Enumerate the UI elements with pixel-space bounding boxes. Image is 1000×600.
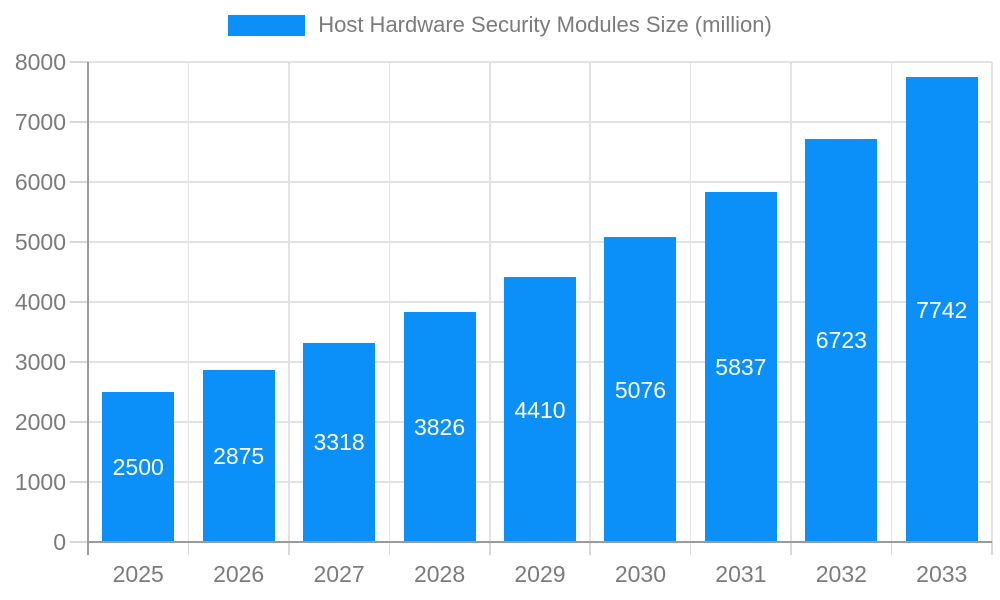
x-tick-label: 2031 bbox=[715, 561, 767, 587]
y-tick-label: 4000 bbox=[14, 289, 66, 315]
v-gridline bbox=[991, 62, 993, 542]
y-tick-label: 6000 bbox=[14, 169, 66, 195]
x-axis-tick bbox=[388, 542, 391, 555]
bar bbox=[303, 342, 376, 542]
x-axis-tick bbox=[890, 542, 893, 555]
y-tick-label: 3000 bbox=[14, 349, 66, 375]
h-gridline bbox=[88, 61, 992, 63]
bar-value-label: 4410 bbox=[514, 396, 566, 423]
y-tick-label: 8000 bbox=[14, 49, 66, 75]
x-tick-label: 2030 bbox=[614, 561, 667, 587]
h-gridline bbox=[88, 241, 992, 243]
h-gridline bbox=[88, 181, 992, 183]
bar bbox=[102, 392, 175, 542]
legend-label: Host Hardware Security Modules Size (mil… bbox=[318, 12, 772, 37]
bar-value-label: 2875 bbox=[213, 442, 265, 469]
x-axis-tick bbox=[790, 542, 792, 555]
bar bbox=[805, 138, 878, 542]
x-tick-label: 2033 bbox=[916, 561, 968, 587]
bar bbox=[704, 191, 777, 542]
bar-value-label: 7742 bbox=[916, 296, 968, 323]
y-axis-tick bbox=[70, 121, 88, 123]
x-axis-tick bbox=[187, 542, 190, 555]
h-gridline bbox=[88, 121, 992, 123]
v-gridline bbox=[388, 62, 391, 542]
v-gridline bbox=[689, 62, 692, 542]
x-axis-tick bbox=[589, 542, 591, 555]
legend: Host Hardware Security Modules Size (mil… bbox=[0, 12, 1000, 38]
y-axis-tick bbox=[70, 241, 88, 243]
x-axis-tick bbox=[288, 542, 290, 555]
x-tick-label: 2026 bbox=[213, 561, 265, 587]
y-tick-label: 0 bbox=[53, 529, 66, 555]
bar bbox=[202, 369, 275, 542]
y-axis-tick bbox=[70, 61, 88, 63]
y-tick-label: 7000 bbox=[14, 109, 66, 135]
x-tick-label: 2032 bbox=[815, 561, 867, 587]
bar-value-label: 5076 bbox=[614, 376, 667, 403]
y-axis-tick bbox=[70, 421, 88, 423]
legend-swatch-icon bbox=[228, 14, 306, 36]
v-gridline bbox=[489, 62, 491, 542]
bar-value-label: 3318 bbox=[313, 429, 365, 456]
y-axis-line bbox=[87, 62, 89, 555]
v-gridline bbox=[890, 62, 893, 542]
v-gridline bbox=[589, 62, 591, 542]
x-axis-tick bbox=[689, 542, 692, 555]
x-tick-label: 2029 bbox=[514, 561, 566, 587]
legend-item[interactable]: Host Hardware Security Modules Size (mil… bbox=[228, 12, 772, 38]
bar bbox=[905, 77, 978, 542]
bar bbox=[403, 312, 476, 542]
y-axis-tick bbox=[70, 361, 88, 363]
bar bbox=[604, 237, 677, 542]
x-axis-line bbox=[88, 541, 992, 543]
x-tick-label: 2028 bbox=[413, 561, 466, 587]
bar bbox=[504, 277, 576, 542]
v-gridline bbox=[187, 62, 190, 542]
y-tick-label: 5000 bbox=[14, 229, 66, 255]
y-axis-tick bbox=[70, 481, 88, 483]
bar-value-label: 2500 bbox=[112, 454, 164, 480]
v-gridline bbox=[790, 62, 792, 542]
y-axis-tick bbox=[70, 301, 88, 303]
bar-value-label: 5837 bbox=[715, 353, 767, 380]
x-axis-tick bbox=[489, 542, 491, 555]
y-tick-label: 1000 bbox=[14, 469, 66, 495]
x-tick-label: 2025 bbox=[112, 561, 164, 587]
bar-value-label: 6723 bbox=[815, 327, 867, 354]
y-axis-tick bbox=[70, 181, 88, 183]
bar-value-label: 3826 bbox=[413, 414, 466, 441]
x-axis-tick bbox=[991, 542, 993, 555]
y-axis-tick bbox=[70, 541, 88, 543]
x-tick-label: 2027 bbox=[313, 561, 365, 587]
y-tick-label: 2000 bbox=[14, 409, 66, 435]
v-gridline bbox=[288, 62, 290, 542]
